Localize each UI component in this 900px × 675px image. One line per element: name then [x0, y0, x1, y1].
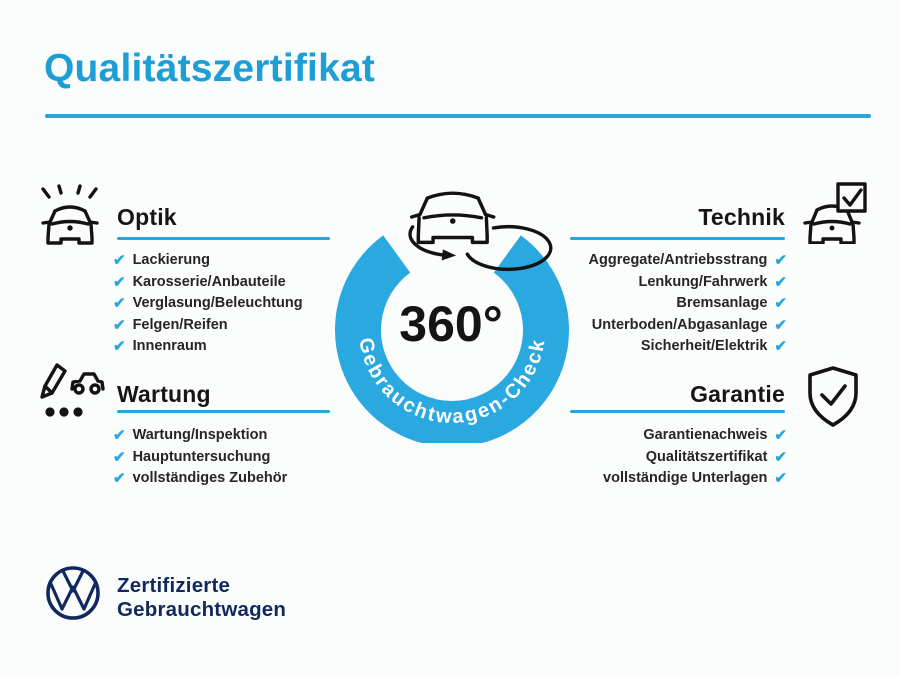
- car-checkbox-icon: [803, 182, 867, 244]
- sparkling-car-icon: [41, 184, 99, 245]
- check-icon: ✔: [774, 338, 787, 355]
- check-icon: ✔: [113, 448, 126, 466]
- check-item: ✔ Felgen/Reifen: [113, 316, 228, 334]
- title-divider: [45, 114, 871, 118]
- check-item: Aggregate/Antriebsstrang ✔: [588, 252, 787, 269]
- degrees-label: 360°: [399, 296, 502, 352]
- technik-checklist: Aggregate/Antriebsstrang ✔ Lenkung/Fahrwe…: [588, 252, 788, 355]
- check-item: ✔ Lackierung: [113, 252, 210, 269]
- badge-360: Gebrauchtwagen-Check 360°: [335, 191, 569, 443]
- check-item: vollständige Unterlagen ✔: [603, 470, 787, 487]
- check-icon: ✔: [774, 427, 787, 444]
- rotation-arrowhead: [441, 249, 457, 261]
- section-title-garantie: Garantie: [690, 381, 785, 407]
- check-item: Qualitätszertifikat ✔: [645, 448, 787, 466]
- check-icon: ✔: [113, 273, 126, 291]
- car-rotation-icon: [408, 191, 553, 272]
- check-item: Bremsanlage ✔: [676, 295, 787, 312]
- check-item: ✔ Verglasung/Beleuchtung: [113, 295, 303, 312]
- section-rule-garantie: [570, 410, 785, 413]
- check-icon: ✔: [774, 316, 787, 334]
- footer-brand-text: Zertifizierte Gebrauchtwagen: [117, 574, 286, 622]
- check-icon: ✔: [774, 470, 787, 487]
- check-item: Sicherheit/Elektrik ✔: [640, 338, 787, 355]
- section-title-technik: Technik: [698, 204, 785, 230]
- check-item: ✔ Hauptuntersuchung: [113, 448, 271, 466]
- section-rule-technik: [570, 237, 785, 240]
- check-item: Lenkung/Fahrwerk ✔: [638, 273, 788, 291]
- check-icon: ✔: [774, 295, 787, 312]
- check-item: ✔ vollständiges Zubehör: [113, 470, 288, 487]
- check-icon: ✔: [113, 295, 126, 312]
- wartung-checklist: ✔ Wartung/Inspektion ✔ Hauptuntersuchung ✔…: [113, 427, 288, 487]
- check-icon: ✔: [774, 252, 787, 269]
- footer-line1: Zertifizierte: [117, 574, 231, 597]
- vw-logo: [46, 566, 100, 620]
- check-item: ✔ Karosserie/Anbauteile: [113, 273, 286, 291]
- ring-arc: [335, 235, 569, 443]
- section-rule-wartung: [117, 410, 330, 413]
- check-item: ✔ Innenraum: [113, 338, 207, 355]
- garantie-checklist: Garantienachweis ✔ Qualitätszertifikat ✔ v…: [603, 427, 787, 487]
- section-title-optik: Optik: [117, 204, 177, 230]
- check-item: Garantienachweis ✔: [643, 427, 787, 444]
- check-item: Unterboden/Abgasanlage ✔: [591, 316, 787, 334]
- check-icon: ✔: [113, 338, 126, 355]
- check-icon: ✔: [113, 470, 126, 487]
- check-icon: ✔: [774, 273, 787, 291]
- section-rule-optik: [117, 237, 330, 240]
- shield-check-icon: [808, 366, 858, 427]
- footer-line2: Gebrauchtwagen: [117, 598, 287, 621]
- check-icon: ✔: [113, 316, 126, 334]
- section-title-wartung: Wartung: [117, 381, 211, 407]
- page-title: Qualitätszertifikat: [44, 47, 376, 90]
- check-item: ✔ Wartung/Inspektion: [113, 427, 268, 444]
- check-icon: ✔: [113, 252, 126, 269]
- optik-checklist: ✔ Lackierung ✔ Karosserie/Anbauteile ✔ Verg…: [113, 252, 303, 355]
- check-icon: ✔: [774, 448, 787, 466]
- pencil-car-icon: [40, 363, 105, 417]
- check-icon: ✔: [113, 427, 126, 444]
